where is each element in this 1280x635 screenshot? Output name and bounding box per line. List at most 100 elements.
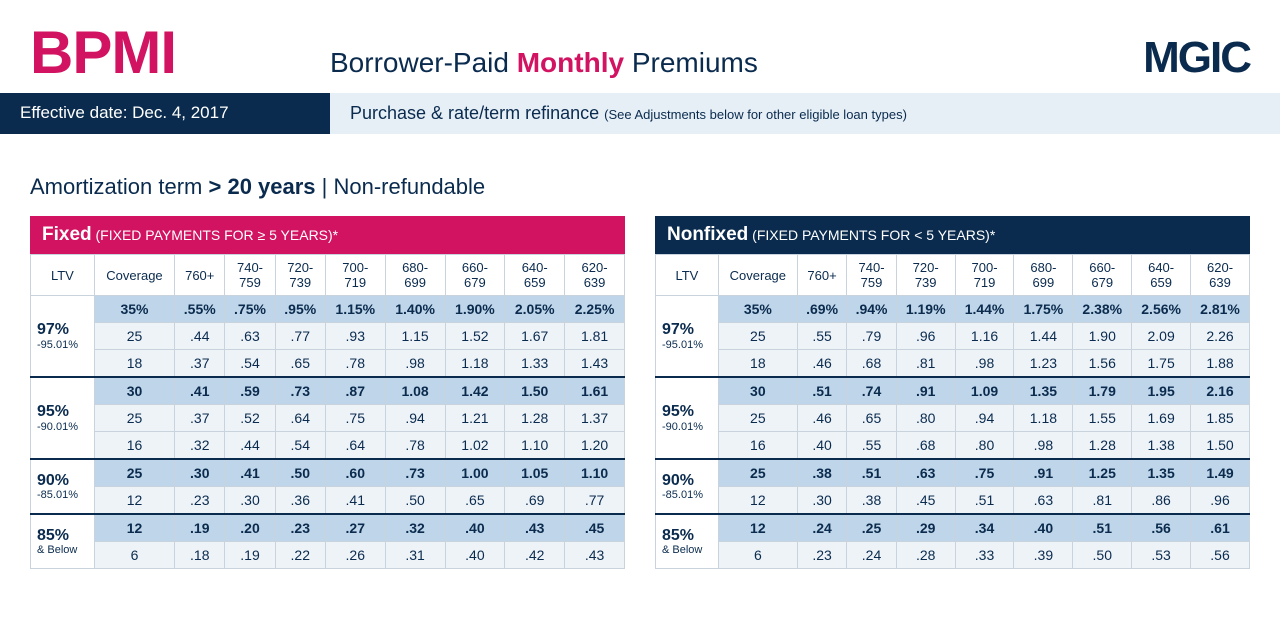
rate-cell: .52 [225,405,275,432]
rate-row: 16.32.44.54.64.781.021.101.20 [31,432,625,460]
rate-cell: 1.75% [1014,296,1073,323]
ltv-cell: 85%& Below [656,514,719,569]
rate-cell: .56 [1191,542,1250,569]
rate-cell: 2.38% [1073,296,1132,323]
rate-row: 16.40.55.68.80.981.281.381.50 [656,432,1250,460]
rate-cell: .24 [797,514,846,542]
col-header: 720-739 [275,255,325,296]
rate-cell: .20 [225,514,275,542]
coverage-cell: 12 [718,514,797,542]
mgic-logo: MGIC [1143,33,1250,87]
rate-cell: 1.28 [505,405,565,432]
rate-cell: .30 [175,459,225,487]
rate-cell: .96 [1191,487,1250,515]
rate-cell: 1.02 [445,432,505,460]
coverage-cell: 25 [94,323,174,350]
nonfixed-title: Nonfixed [667,224,748,245]
ltv-cell: 85%& Below [31,514,95,569]
rate-cell: 1.85 [1191,405,1250,432]
rate-cell: .60 [325,459,385,487]
rate-cell: .19 [225,542,275,569]
coverage-cell: 6 [718,542,797,569]
coverage-cell: 25 [94,459,174,487]
rate-cell: .68 [896,432,955,460]
fixed-col-headers: LTVCoverage760+740-759720-739700-719680-… [31,255,625,296]
rate-cell: .46 [797,405,846,432]
col-header: 620-639 [1191,255,1250,296]
rate-cell: .45 [896,487,955,515]
rate-cell: 2.26 [1191,323,1250,350]
rate-cell: .54 [275,432,325,460]
rate-cell: .75 [955,459,1014,487]
rate-cell: .55% [175,296,225,323]
fixed-table: LTVCoverage760+740-759720-739700-719680-… [30,254,625,569]
rate-cell: .51 [797,377,846,405]
rate-cell: 2.25% [565,296,625,323]
col-header: 640-659 [505,255,565,296]
rate-cell: .28 [896,542,955,569]
rate-row: 90%-85.01%25.38.51.63.75.911.251.351.49 [656,459,1250,487]
rate-row: 25.46.65.80.941.181.551.691.85 [656,405,1250,432]
rate-cell: 1.50 [505,377,565,405]
rate-cell: 1.44 [1014,323,1073,350]
fixed-title-small: (FIXED PAYMENTS FOR ≥ 5 YEARS)* [92,227,339,243]
rate-cell: .38 [797,459,846,487]
ltv-cell: 95%-90.01% [656,377,719,459]
rate-cell: .74 [847,377,896,405]
effective-date: Effective date: Dec. 4, 2017 [0,93,330,134]
col-header: 740-759 [847,255,896,296]
rate-cell: .27 [325,514,385,542]
rate-cell: .75 [325,405,385,432]
rate-cell: .18 [175,542,225,569]
rate-cell: .29 [896,514,955,542]
rate-tables: Fixed (FIXED PAYMENTS FOR ≥ 5 YEARS)* LT… [0,216,1280,589]
rate-cell: .61 [1191,514,1250,542]
fixed-table-wrap: Fixed (FIXED PAYMENTS FOR ≥ 5 YEARS)* LT… [30,216,625,569]
rate-cell: 1.90% [445,296,505,323]
eff-desc-small: (See Adjustments below for other eligibl… [604,107,907,122]
rate-cell: .63 [896,459,955,487]
col-header: 660-679 [1073,255,1132,296]
col-header: LTV [656,255,719,296]
rate-cell: .79 [847,323,896,350]
rate-cell: 1.20 [565,432,625,460]
rate-row: 12.30.38.45.51.63.81.86.96 [656,487,1250,515]
rate-cell: .80 [896,405,955,432]
rate-cell: 1.38 [1132,432,1191,460]
rate-cell: .40 [445,542,505,569]
rate-row: 18.46.68.81.981.231.561.751.88 [656,350,1250,378]
ltv-cell: 97%-95.01% [656,296,719,378]
rate-cell: .77 [565,487,625,515]
col-header: 620-639 [565,255,625,296]
coverage-cell: 18 [94,350,174,378]
rate-cell: 1.15% [325,296,385,323]
coverage-cell: 25 [718,323,797,350]
rate-row: 25.37.52.64.75.941.211.281.37 [31,405,625,432]
rate-cell: .73 [385,459,445,487]
rate-cell: 1.88 [1191,350,1250,378]
rate-cell: 2.16 [1191,377,1250,405]
rate-cell: .30 [225,487,275,515]
rate-cell: 1.49 [1191,459,1250,487]
effective-row: Effective date: Dec. 4, 2017 Purchase & … [0,93,1280,134]
rate-cell: .78 [385,432,445,460]
rate-cell: 1.33 [505,350,565,378]
bpmi-title: BPMI [30,18,330,87]
rate-cell: 1.09 [955,377,1014,405]
rate-cell: .45 [565,514,625,542]
rate-cell: .81 [1073,487,1132,515]
rate-cell: .91 [896,377,955,405]
fixed-title: Fixed [42,224,92,245]
rate-cell: 1.90 [1073,323,1132,350]
rate-cell: .98 [955,350,1014,378]
rate-cell: 1.69 [1132,405,1191,432]
subtitle-pre: Borrower-Paid [330,47,517,78]
rate-cell: 1.44% [955,296,1014,323]
nonfixed-table: LTVCoverage760+740-759720-739700-719680-… [655,254,1250,569]
rate-cell: 1.95 [1132,377,1191,405]
rate-cell: .95% [275,296,325,323]
rate-row: 6.23.24.28.33.39.50.53.56 [656,542,1250,569]
rate-cell: .69 [505,487,565,515]
nonfixed-table-header: Nonfixed (FIXED PAYMENTS FOR < 5 YEARS)* [655,216,1250,254]
rate-cell: .37 [175,405,225,432]
